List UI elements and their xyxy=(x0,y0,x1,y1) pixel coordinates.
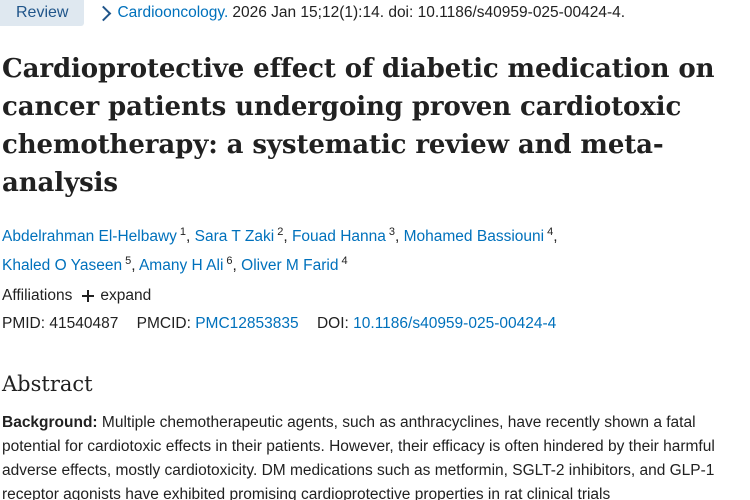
citation-bar: Review Cardiooncology. 2026 Jan 15;12(1)… xyxy=(0,0,750,26)
author-link[interactable]: Abdelrahman El-Helbawy xyxy=(2,228,177,246)
author-separator: , xyxy=(186,228,195,246)
author-link[interactable]: Fouad Hanna xyxy=(291,228,386,246)
background-text: Multiple chemotherapeutic agents, such a… xyxy=(2,414,715,500)
pmid-value: 41540487 xyxy=(49,315,119,332)
author-item: Oliver M Farid 4 xyxy=(241,255,348,275)
author-item: Amany H Ali 6, xyxy=(138,255,242,275)
author-separator: , xyxy=(395,228,404,246)
author-link[interactable]: Oliver M Farid xyxy=(241,257,339,275)
author-item: Sara T Zaki 2, xyxy=(194,226,292,246)
background-label: Background: xyxy=(2,414,98,431)
plus-icon xyxy=(82,290,95,302)
author-item: Mohamed Bassiouni 4, xyxy=(403,226,558,246)
publication-type-badge: Review xyxy=(0,0,85,26)
affiliation-number[interactable]: 2 xyxy=(277,226,284,238)
author-link[interactable]: Sara T Zaki xyxy=(194,228,275,246)
affiliation-number[interactable]: 6 xyxy=(226,255,233,268)
author-separator: , xyxy=(232,257,242,275)
citation-details: 2026 Jan 15;12(1):14. doi: 10.1186/s4095… xyxy=(232,4,626,21)
doi-label: DOI: xyxy=(316,315,349,332)
abstract-background: Background: Multiple chemotherapeutic ag… xyxy=(2,411,747,500)
affiliations-toggle[interactable]: Affiliations expand xyxy=(2,285,151,307)
affiliation-number[interactable]: 3 xyxy=(388,226,395,238)
author-item: Khaled O Yaseen 5, xyxy=(2,255,139,275)
author-item: Fouad Hanna 3, xyxy=(291,226,404,246)
abstract-heading: Abstract xyxy=(2,372,93,396)
affiliation-number[interactable]: 1 xyxy=(179,226,187,238)
journal-link[interactable]: Cardiooncology. xyxy=(117,4,229,21)
pmid-label: PMID: xyxy=(2,315,46,332)
affiliation-number[interactable]: 4 xyxy=(341,255,348,268)
author-list: Abdelrahman El-Helbawy 1, Sara T Zaki 2, F… xyxy=(2,220,742,278)
pmcid-label: PMCID: xyxy=(136,315,191,332)
chevron-right-icon[interactable] xyxy=(96,5,112,21)
article-title: Cardioprotective effect of diabetic medi… xyxy=(2,54,715,198)
doi-link[interactable]: 10.1186/s40959-025-00424-4 xyxy=(353,315,557,332)
author-item: Abdelrahman El-Helbawy 1, xyxy=(2,226,195,246)
author-separator: , xyxy=(283,228,292,246)
affiliation-number[interactable]: 5 xyxy=(125,255,132,268)
affiliation-number[interactable]: 4 xyxy=(547,226,554,238)
affiliations-label: Affiliations xyxy=(2,287,73,304)
author-link[interactable]: Mohamed Bassiouni xyxy=(403,228,545,246)
author-separator: , xyxy=(553,228,558,246)
pmcid-link[interactable]: PMC12853835 xyxy=(195,315,299,332)
expand-label: expand xyxy=(100,287,152,304)
author-separator: , xyxy=(131,257,139,275)
author-link[interactable]: Amany H Ali xyxy=(138,257,224,275)
author-link[interactable]: Khaled O Yaseen xyxy=(2,257,123,275)
article-identifiers: PMID: 41540487 PMCID: PMC12853835 DOI: 1… xyxy=(2,313,556,335)
